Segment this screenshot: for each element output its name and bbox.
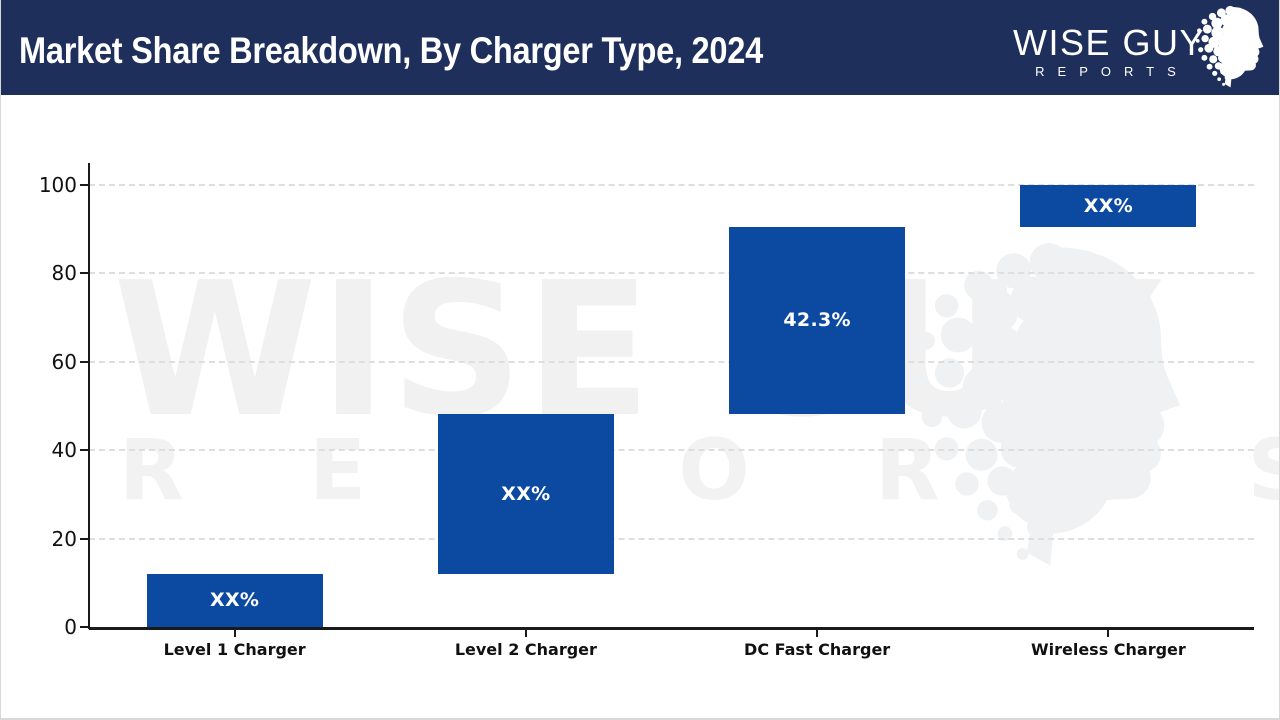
x-category-label: DC Fast Charger — [744, 640, 891, 659]
x-tick-mark-1 — [233, 629, 236, 637]
y-tick-label-80: 80 — [51, 261, 77, 286]
logo-name: WISE GUY — [1012, 22, 1205, 63]
y-tick-label-0: 0 — [64, 615, 77, 639]
y-tick-label-40: 40 — [51, 438, 77, 463]
wise-guy-reports-logo: WISE GUY REPORTS — [1013, 4, 1265, 91]
y-tick-label-20: 20 — [51, 526, 77, 551]
gridline-100 — [89, 184, 1254, 187]
y-tick-mark-60 — [80, 360, 89, 363]
x-tick-mark-4 — [1107, 629, 1110, 637]
gridline-20 — [89, 537, 1254, 540]
bar-level-2-charger: XX% — [437, 413, 614, 574]
x-axis-line — [89, 627, 1254, 630]
bar-dc-fast-charger: 42.3% — [729, 226, 906, 414]
gridline-60 — [89, 360, 1254, 363]
bar-level-1-charger: XX% — [146, 573, 323, 627]
y-tick-mark-40 — [80, 449, 89, 452]
gridline-80 — [89, 272, 1254, 275]
bar-value-label: XX% — [501, 482, 551, 505]
logo-text: WISE GUY REPORTS — [1012, 17, 1205, 79]
watermark-head-icon — [912, 243, 1181, 566]
gridline-40 — [89, 449, 1254, 452]
y-axis-line — [88, 163, 90, 629]
y-tick-mark-0 — [80, 626, 89, 628]
logo-head-icon — [1195, 5, 1264, 88]
y-tick-mark-80 — [80, 272, 89, 275]
bar-wireless-charger: XX% — [1020, 185, 1197, 227]
x-category-label: Wireless Charger — [1030, 640, 1186, 659]
y-tick-label-100: 100 — [38, 173, 77, 198]
bar-value-label: 42.3% — [783, 309, 851, 332]
x-tick-mark-2 — [524, 629, 527, 637]
report-header: Market Share Breakdown, By Charger Type,… — [1, 0, 1279, 95]
bar-value-label: XX% — [210, 589, 260, 612]
y-tick-mark-20 — [80, 537, 89, 540]
y-tick-label-60: 60 — [51, 349, 77, 374]
page-title: Market Share Breakdown, By Charger Type,… — [19, 29, 763, 71]
bar-value-label: XX% — [1083, 194, 1133, 217]
logo-subname: REPORTS — [1035, 64, 1189, 79]
x-tick-mark-3 — [816, 629, 819, 637]
y-tick-mark-100 — [80, 184, 89, 187]
x-category-label: Level 1 Charger — [163, 640, 306, 659]
x-category-label: Level 2 Charger — [454, 640, 597, 659]
